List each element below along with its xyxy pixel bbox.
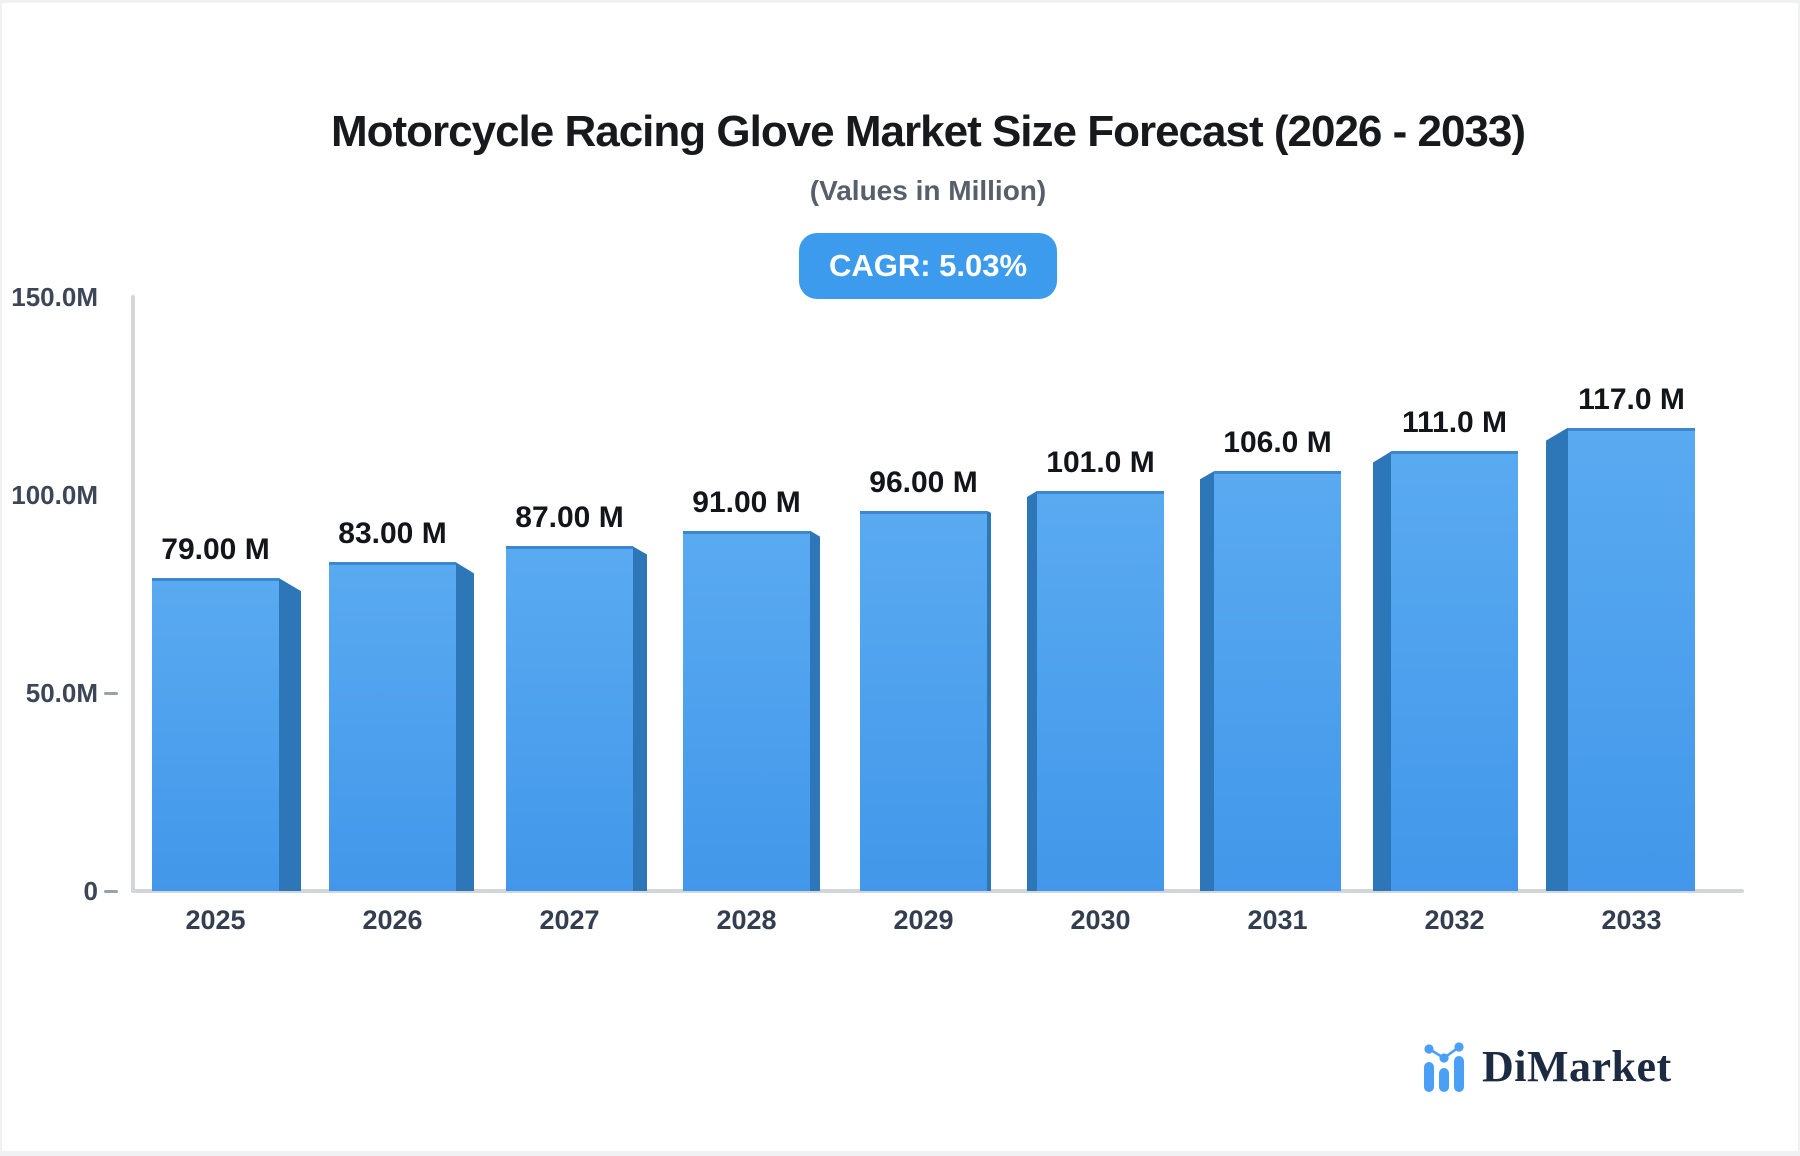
bar-2033[interactable]	[1568, 427, 1695, 891]
bar-side-face-2032	[1373, 451, 1391, 891]
y-axis-tick-mark	[104, 692, 118, 695]
bar-2031[interactable]	[1214, 471, 1341, 891]
dimarket-logo: DiMarket	[1422, 1041, 1672, 1092]
bar-side-face-2033	[1546, 427, 1568, 891]
bar-2030[interactable]	[1037, 491, 1164, 891]
bar-side-face-2027	[633, 546, 647, 891]
bar-side-face-2025	[279, 578, 301, 891]
bar-value-label-2032: 111.0 M	[1401, 406, 1508, 440]
x-axis-label-2032: 2032	[1424, 905, 1485, 935]
bar-value-label-2030: 101.0 M	[1046, 446, 1155, 480]
bar-2029[interactable]	[860, 510, 987, 891]
x-axis-line	[131, 889, 1744, 893]
bar-value-label-2027: 87.00 M	[515, 501, 624, 535]
chart-header: Motorcycle Racing Glove Market Size Fore…	[328, 107, 1528, 299]
bar-side-face-2028	[810, 530, 820, 891]
bar-side-face-2031	[1200, 471, 1214, 891]
bar-side-face-2030	[1027, 491, 1037, 891]
cagr-badge: CAGR: 5.03%	[798, 233, 1058, 299]
x-axis-label-2031: 2031	[1247, 905, 1308, 935]
bar-side-face-2026	[456, 562, 474, 891]
y-axis-line	[131, 295, 135, 891]
bar-value-label-2025: 79.00 M	[161, 533, 270, 567]
y-axis-tick-label: 100.0M	[11, 480, 98, 510]
bar-2027[interactable]	[506, 546, 633, 891]
chart-subtitle: (Values in Million)	[809, 175, 1047, 206]
y-axis-tick-mark	[104, 890, 118, 893]
x-axis-label-2028: 2028	[716, 905, 777, 935]
bar-value-label-2029: 96.00 M	[869, 465, 978, 499]
bar-value-label-2028: 91.00 M	[692, 485, 801, 519]
bar-value-label-2031: 106.0 M	[1223, 426, 1332, 460]
bar-2026[interactable]	[329, 562, 456, 891]
bar-2032[interactable]	[1391, 451, 1518, 891]
dimarket-logo-text: DiMarket	[1482, 1042, 1672, 1091]
bar-2028[interactable]	[683, 530, 810, 891]
bar-2025[interactable]	[152, 578, 279, 891]
bar-line-chart-icon	[1424, 1041, 1464, 1092]
x-axis-label-2026: 2026	[362, 905, 423, 935]
x-axis-label-2030: 2030	[1070, 905, 1131, 935]
chart-card: Motorcycle Racing Glove Market Size Fore…	[2, 3, 1798, 1151]
y-axis-tick-label: 150.0M	[11, 282, 98, 312]
x-axis-label-2033: 2033	[1601, 905, 1662, 935]
x-axis-label-2029: 2029	[893, 905, 954, 935]
bar-value-label-2026: 83.00 M	[338, 517, 447, 551]
bar-side-face-2029	[987, 510, 991, 891]
x-axis-label-2025: 2025	[185, 905, 246, 935]
y-axis-tick-label: 50.0M	[25, 678, 98, 708]
chart-title: Motorcycle Racing Glove Market Size Fore…	[330, 107, 1526, 156]
bar-value-label-2033: 117.0 M	[1578, 382, 1685, 416]
x-axis-label-2027: 2027	[539, 905, 600, 935]
y-axis-tick-label: 0	[83, 876, 98, 906]
